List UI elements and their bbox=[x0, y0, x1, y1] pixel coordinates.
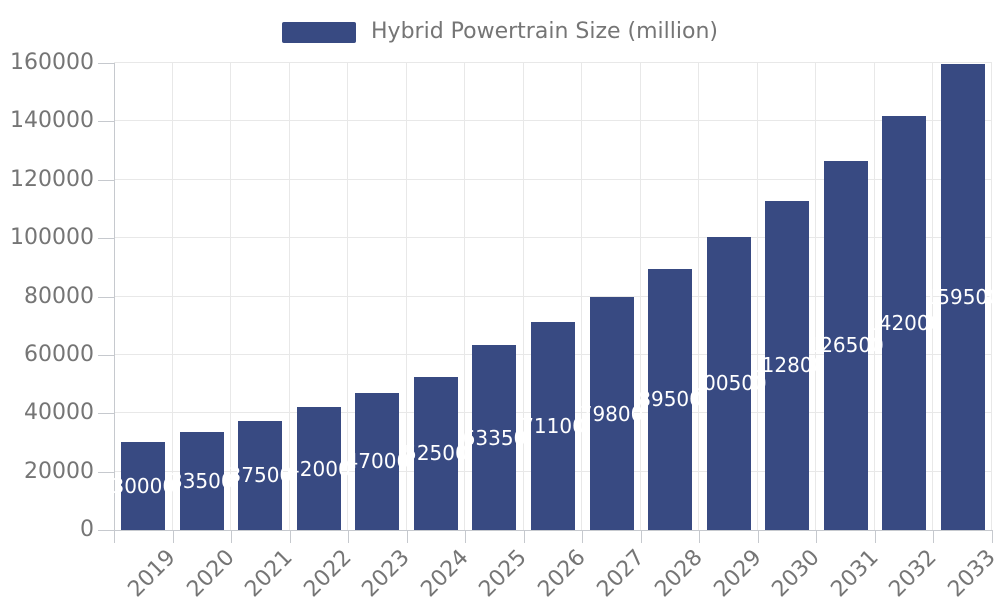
x-axis-tick bbox=[114, 530, 115, 543]
y-axis-tick bbox=[98, 471, 114, 473]
x-axis-tick bbox=[348, 530, 350, 543]
y-axis-tick-label: 20000 bbox=[24, 458, 94, 484]
gridline-vertical bbox=[639, 63, 641, 530]
bar-2021[interactable] bbox=[238, 420, 283, 530]
x-axis-tick bbox=[582, 530, 584, 543]
y-axis-tick-label: 80000 bbox=[24, 283, 94, 309]
y-axis-tick bbox=[98, 530, 114, 531]
x-axis-tick bbox=[874, 530, 876, 543]
bar-2026[interactable] bbox=[531, 322, 575, 530]
y-axis-tick bbox=[98, 238, 114, 240]
legend-swatch bbox=[282, 21, 357, 43]
bar-2020[interactable] bbox=[179, 432, 224, 530]
y-axis-tick-label: 140000 bbox=[10, 108, 94, 134]
gridline-vertical bbox=[932, 63, 934, 530]
y-axis-tick bbox=[98, 121, 114, 123]
gridline-horizontal bbox=[114, 295, 992, 297]
gridline-vertical bbox=[581, 63, 583, 530]
gridline-vertical bbox=[756, 63, 758, 530]
gridline-vertical bbox=[522, 63, 524, 530]
y-axis-tick bbox=[98, 413, 114, 415]
x-axis-line bbox=[114, 530, 992, 531]
bar-2027[interactable] bbox=[589, 297, 634, 530]
y-axis-tick bbox=[98, 179, 114, 181]
y-axis-tick-label: 60000 bbox=[24, 341, 94, 367]
y-axis-tick-label: 120000 bbox=[10, 166, 94, 192]
gridline-horizontal bbox=[114, 178, 992, 180]
gridline-vertical bbox=[347, 63, 349, 530]
gridline-horizontal bbox=[114, 62, 992, 63]
bar-2024[interactable] bbox=[413, 376, 458, 530]
gridline-vertical bbox=[873, 63, 875, 530]
x-axis-tick bbox=[816, 530, 818, 543]
x-axis-tick bbox=[699, 530, 701, 543]
y-axis-tick bbox=[98, 296, 114, 298]
bar-2025[interactable] bbox=[472, 345, 517, 530]
legend-item[interactable]: Hybrid Powertrain Size (million) bbox=[0, 18, 1000, 46]
bar-2033[interactable] bbox=[940, 64, 985, 530]
plot-area: 30000 33500 37500 42000 47000 52500 63350 71100… bbox=[111, 62, 1000, 600]
x-axis-tick bbox=[992, 530, 993, 543]
bar-2022[interactable] bbox=[296, 407, 341, 530]
bar-2028[interactable] bbox=[648, 268, 693, 530]
x-axis-tick bbox=[406, 530, 408, 543]
bar-2023[interactable] bbox=[355, 392, 400, 530]
bar-2029[interactable] bbox=[706, 236, 751, 530]
x-axis-tick bbox=[640, 530, 642, 543]
y-axis-tick-label: 160000 bbox=[10, 50, 94, 75]
bar-2032[interactable] bbox=[882, 115, 927, 530]
gridline-vertical bbox=[815, 63, 817, 530]
y-axis-line bbox=[114, 63, 115, 530]
gridline-vertical bbox=[698, 63, 700, 530]
x-axis-tick bbox=[757, 530, 759, 543]
bar-2031[interactable] bbox=[823, 160, 868, 530]
bar-2030[interactable] bbox=[765, 200, 810, 530]
gridline-vertical bbox=[230, 63, 232, 530]
gridline-horizontal bbox=[114, 237, 992, 239]
gridline-vertical bbox=[405, 63, 407, 530]
bar-2019[interactable] bbox=[121, 442, 166, 530]
x-axis-tick bbox=[172, 530, 174, 543]
y-axis-tick bbox=[98, 354, 114, 356]
x-axis-tick bbox=[231, 530, 233, 543]
gridline-vertical bbox=[171, 63, 173, 530]
x-axis-tick-label: 2019 bbox=[123, 545, 181, 600]
gridline-horizontal bbox=[114, 120, 992, 122]
x-axis-tick bbox=[523, 530, 525, 543]
y-axis-tick bbox=[98, 63, 114, 64]
x-axis-tick bbox=[289, 530, 291, 543]
x-axis-tick bbox=[465, 530, 467, 543]
gridline-vertical bbox=[464, 63, 466, 530]
y-axis-tick-label: 0 bbox=[80, 517, 94, 542]
y-axis-tick-label: 40000 bbox=[24, 400, 94, 426]
gridline-vertical bbox=[288, 63, 290, 530]
legend-label: Hybrid Powertrain Size (million) bbox=[371, 19, 718, 44]
gridline-vertical bbox=[991, 63, 992, 530]
x-axis-tick bbox=[933, 530, 935, 543]
y-axis-tick-label: 100000 bbox=[10, 225, 94, 251]
